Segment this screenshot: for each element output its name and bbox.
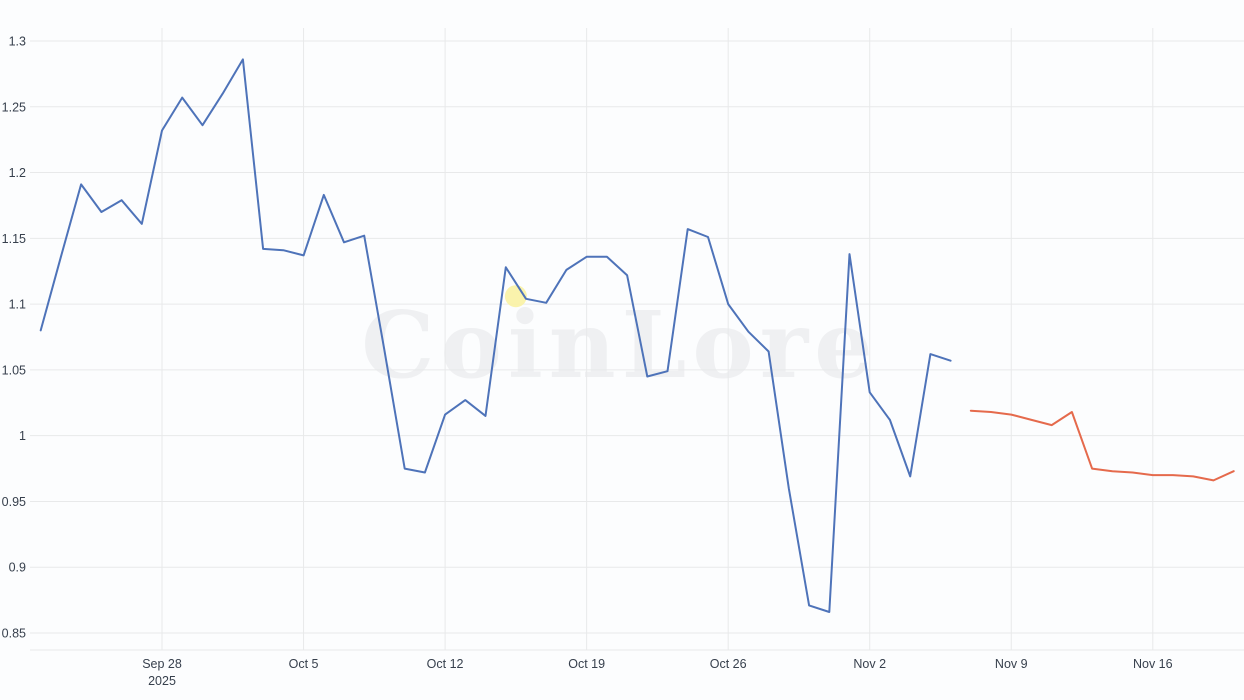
price-line: [39, 58, 952, 613]
y-axis-tick-label: 1.2: [9, 166, 26, 180]
prediction-line: [969, 409, 1235, 482]
y-axis-tick-label: 1.3: [9, 35, 26, 49]
y-axis-tick-label: 1.15: [2, 232, 26, 246]
x-axis-tick-label: Oct 26: [710, 657, 747, 671]
y-axis-tick-label: 1.25: [2, 100, 26, 114]
y-axis-tick-label: 0.85: [2, 627, 26, 641]
x-axis-tick-label: Nov 2: [853, 657, 886, 671]
x-axis-tick-label: Nov 9: [995, 657, 1028, 671]
x-axis-tick-label: Oct 5: [289, 657, 319, 671]
x-axis-tick-label: Sep 28: [142, 657, 182, 671]
x-axis-tick-label: Nov 16: [1133, 657, 1173, 671]
coinlore-watermark: CoinLore: [361, 291, 879, 399]
y-axis-tick-label: 0.95: [2, 495, 26, 509]
y-axis-tick-label: 0.9: [9, 561, 26, 575]
y-axis-tick-label: 1: [19, 429, 26, 443]
x-axis-tick-label: Oct 12: [427, 657, 464, 671]
y-axis-tick-label: 1.05: [2, 363, 26, 377]
x-axis-year-label: 2025: [148, 674, 176, 688]
y-axis-tick-label: 1.1: [9, 298, 26, 312]
x-axis-tick-label: Oct 19: [568, 657, 605, 671]
